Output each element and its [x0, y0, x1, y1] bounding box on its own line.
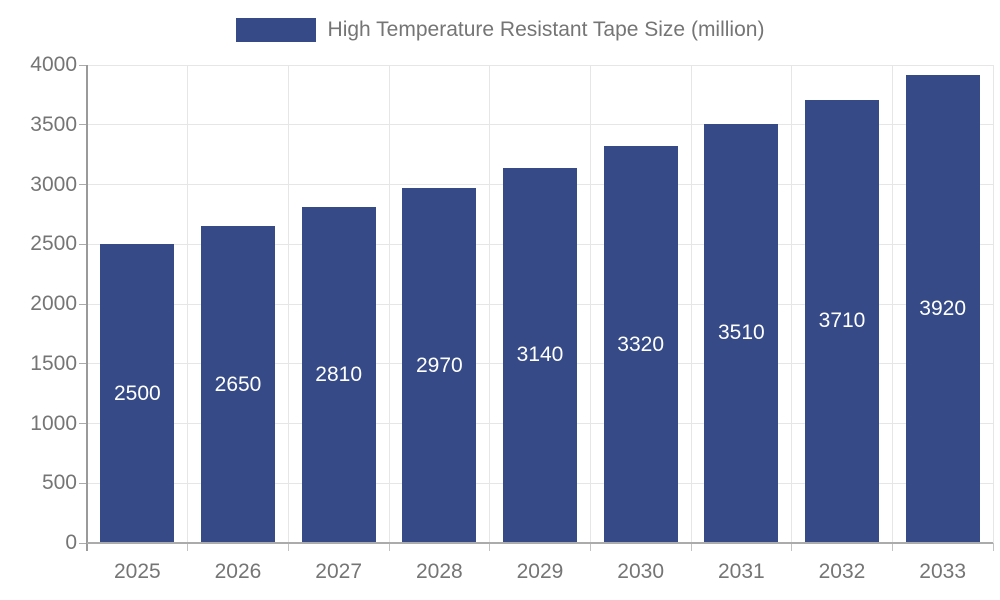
bar-2029: [503, 167, 577, 543]
y-axis-tick: [79, 303, 87, 305]
y-axis-tick-label: 2000: [30, 292, 77, 315]
y-axis-tick: [79, 363, 87, 365]
gridline-vertical: [287, 65, 289, 543]
bar-value-label: 2500: [113, 381, 161, 405]
y-axis-tick-label: 0: [65, 531, 77, 554]
bar-value-label: 3140: [516, 343, 564, 367]
y-axis-tick-label: 2500: [30, 232, 77, 256]
y-axis-tick: [79, 482, 87, 484]
bar-value-label: 2650: [214, 372, 262, 396]
y-axis-tick: [79, 64, 87, 66]
x-axis-tick: [187, 543, 189, 551]
bar-2031: [704, 123, 779, 543]
y-axis-tick-label: 4000: [30, 53, 77, 76]
bar-2025: [100, 244, 175, 543]
gridline-vertical: [489, 65, 491, 543]
bar-value-label: 2810: [315, 363, 363, 387]
bar-value-label: 3920: [919, 296, 967, 320]
x-axis-tick-label: 2031: [717, 560, 765, 583]
legend: High Temperature Resistant Tape Size (mi…: [0, 18, 1000, 42]
x-axis-tick: [992, 543, 994, 551]
bar-2030: [603, 146, 678, 543]
bar-2027: [301, 207, 376, 543]
x-axis-tick-label: 2029: [516, 560, 564, 583]
gridline-vertical: [992, 65, 994, 543]
x-axis-tick-label: 2027: [315, 560, 363, 583]
y-axis-line: [86, 65, 88, 551]
y-axis-tick: [79, 542, 87, 544]
x-axis-tick: [690, 543, 692, 551]
y-axis-tick: [79, 124, 87, 126]
y-axis-tick-label: 3500: [30, 112, 77, 136]
x-axis-tick-label: 2030: [617, 560, 665, 583]
x-axis-tick: [388, 543, 390, 551]
legend-swatch: [235, 18, 316, 42]
y-axis-tick-label: 500: [41, 471, 77, 495]
bar-2028: [402, 188, 477, 543]
y-axis-tick-label: 1000: [30, 411, 77, 435]
x-axis-tick: [287, 543, 289, 551]
gridline-vertical: [187, 65, 189, 543]
gridline-vertical: [589, 65, 591, 543]
x-axis-tick-label: 2026: [214, 560, 262, 583]
bar-2032: [805, 99, 879, 543]
x-axis-tick-label: 2033: [919, 560, 967, 583]
bar-value-label: 3710: [818, 309, 866, 333]
x-axis-tick: [891, 543, 893, 551]
x-axis-tick-label: 2032: [818, 560, 866, 583]
bar-value-label: 3320: [617, 332, 665, 356]
x-axis-line: [87, 542, 993, 544]
gridline-vertical: [891, 65, 893, 543]
x-axis-tick-label: 2025: [113, 560, 161, 583]
bar-2026: [201, 226, 275, 543]
legend-label: High Temperature Resistant Tape Size (mi…: [327, 18, 765, 41]
x-axis-tick: [489, 543, 491, 551]
x-axis-tick-label: 2028: [415, 560, 463, 583]
gridline-vertical: [388, 65, 390, 543]
gridline-horizontal: [87, 124, 993, 126]
y-axis-tick: [79, 423, 87, 424]
gridline-horizontal: [87, 64, 993, 66]
y-axis-tick-label: 1500: [30, 351, 77, 375]
x-axis-tick: [589, 543, 591, 551]
bar-2033: [905, 74, 980, 543]
gridline-vertical: [791, 65, 793, 543]
bar-value-label: 3510: [717, 321, 765, 345]
x-axis-tick: [791, 543, 793, 551]
y-axis-tick: [79, 243, 87, 245]
gridline-vertical: [690, 65, 692, 543]
bar-value-label: 2970: [415, 353, 463, 377]
y-axis-tick: [79, 184, 87, 185]
y-axis-tick-label: 3000: [30, 172, 77, 196]
